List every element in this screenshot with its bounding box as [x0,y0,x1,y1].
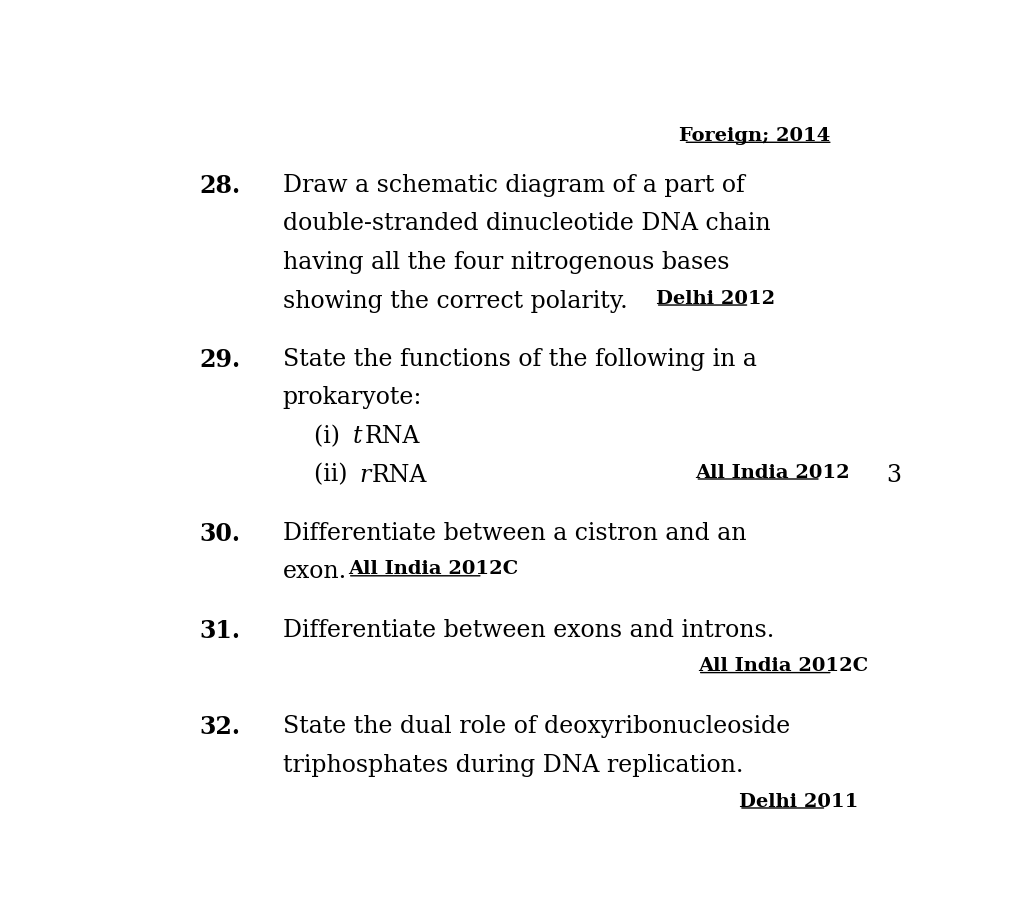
Text: (i): (i) [314,425,348,448]
Text: Draw a schematic diagram of a part of: Draw a schematic diagram of a part of [283,174,744,197]
Text: All India 2012C: All India 2012C [348,560,518,578]
Text: All India 2012: All India 2012 [695,464,850,482]
Text: 3: 3 [886,464,901,486]
Text: All India 2012C: All India 2012C [697,657,868,675]
Text: 28.: 28. [200,174,241,198]
Text: Delhi 2012: Delhi 2012 [655,290,775,308]
Text: Foreign; 2014: Foreign; 2014 [679,127,830,145]
Text: showing the correct polarity.: showing the correct polarity. [283,290,628,312]
Text: 31.: 31. [200,619,241,642]
Text: Differentiate between a cistron and an: Differentiate between a cistron and an [283,522,746,545]
Text: 30.: 30. [200,522,241,546]
Text: 29.: 29. [200,348,241,372]
Text: exon.: exon. [283,560,347,583]
Text: double-stranded dinucleotide DNA chain: double-stranded dinucleotide DNA chain [283,212,770,235]
Text: r: r [359,464,371,486]
Text: State the dual role of deoxyribonucleoside: State the dual role of deoxyribonucleosi… [283,715,790,739]
Text: triphosphates during DNA replication.: triphosphates during DNA replication. [283,754,743,777]
Text: RNA: RNA [365,425,420,448]
Text: t: t [352,425,362,448]
Text: State the functions of the following in a: State the functions of the following in … [283,348,757,371]
Text: (ii): (ii) [314,464,355,486]
Text: prokaryote:: prokaryote: [283,386,422,409]
Text: 32.: 32. [200,715,241,740]
Text: Delhi 2011: Delhi 2011 [739,793,858,811]
Text: Differentiate between exons and introns.: Differentiate between exons and introns. [283,619,774,641]
Text: having all the four nitrogenous bases: having all the four nitrogenous bases [283,251,729,274]
Text: RNA: RNA [372,464,427,486]
